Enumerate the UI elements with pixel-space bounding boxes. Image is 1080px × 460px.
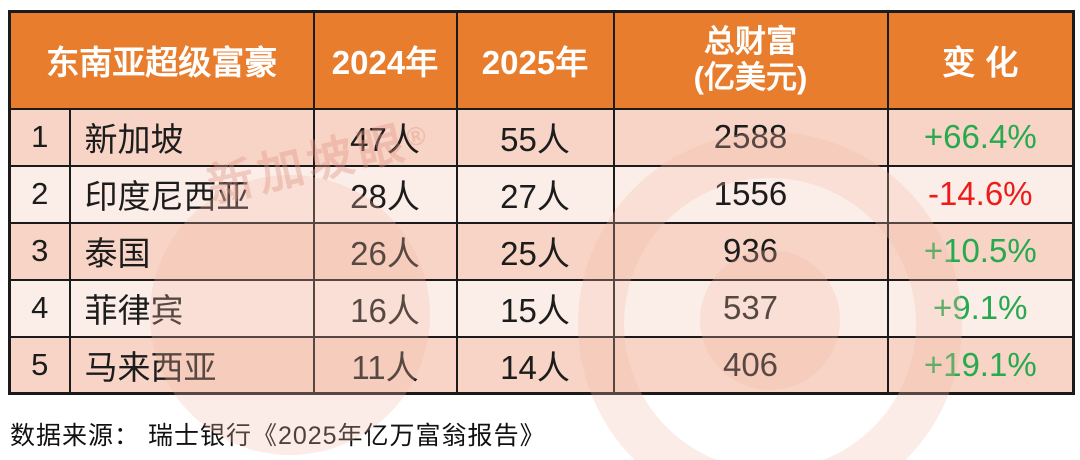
table-row-indonesia: 2 印度尼西亚 28人 27人 1556 -14.6%: [8, 164, 1075, 224]
change-cell: +9.1%: [886, 278, 1075, 338]
table-row-thailand: 3 泰国 26人 25人 936 +10.5%: [8, 221, 1075, 281]
country-cell: 马来西亚: [68, 335, 315, 395]
wealth-cell: 537: [612, 278, 889, 338]
header-change: 变化: [886, 10, 1075, 110]
rank-cell: 1: [8, 107, 71, 167]
change-cell: +66.4%: [886, 107, 1075, 167]
count-2025-cell: 15人: [455, 278, 615, 338]
change-value: +66.4%: [923, 118, 1037, 155]
table-row-malaysia: 5 马来西亚 11人 14人 406 +19.1%: [8, 335, 1075, 395]
count-2024-cell: 26人: [312, 221, 458, 281]
country-cell: 印度尼西亚: [68, 164, 315, 224]
count-2024-cell: 47人: [312, 107, 458, 167]
count-2025-cell: 55人: [455, 107, 615, 167]
wealth-cell: 2588: [612, 107, 889, 167]
change-cell: +10.5%: [886, 221, 1075, 281]
country-cell: 泰国: [68, 221, 315, 281]
count-2024-cell: 16人: [312, 278, 458, 338]
change-value: +10.5%: [923, 232, 1037, 269]
change-value: +9.1%: [933, 289, 1028, 326]
header-2024: 2024年: [312, 10, 458, 110]
rank-cell: 2: [8, 164, 71, 224]
change-cell: +19.1%: [886, 335, 1075, 395]
count-2024-cell: 11人: [312, 335, 458, 395]
header-row: 东南亚超级富豪 2024年 2025年 总财富 (亿美元) 变化: [8, 10, 1075, 110]
header-wealth-line1: 总财富: [704, 23, 797, 59]
header-group-title: 东南亚超级富豪: [8, 10, 315, 110]
rank-cell: 3: [8, 221, 71, 281]
wealth-cell: 406: [612, 335, 889, 395]
country-cell: 菲律宾: [68, 278, 315, 338]
header-total-wealth: 总财富 (亿美元): [612, 10, 889, 110]
header-wealth-line2: (亿美元): [693, 60, 808, 96]
count-2025-cell: 25人: [455, 221, 615, 281]
count-2025-cell: 27人: [455, 164, 615, 224]
count-2025-cell: 14人: [455, 335, 615, 395]
wealth-cell: 936: [612, 221, 889, 281]
table-row-singapore: 1 新加坡 47人 55人 2588 +66.4%: [8, 107, 1075, 167]
count-2024-cell: 28人: [312, 164, 458, 224]
country-cell: 新加坡: [68, 107, 315, 167]
rank-cell: 4: [8, 278, 71, 338]
billionaire-table: 东南亚超级富豪 2024年 2025年 总财富 (亿美元) 变化 1 新加坡 4…: [8, 10, 1075, 395]
change-value: -14.6%: [927, 175, 1033, 212]
table-row-philippines: 4 菲律宾 16人 15人 537 +9.1%: [8, 278, 1075, 338]
header-2025: 2025年: [455, 10, 615, 110]
data-source-text: 数据来源： 瑞士银行《2025年亿万富翁报告》: [10, 422, 546, 450]
wealth-cell: 1556: [612, 164, 889, 224]
change-cell: -14.6%: [886, 164, 1075, 224]
rank-cell: 5: [8, 335, 71, 395]
change-value: +19.1%: [923, 345, 1037, 383]
billionaire-table-wrap: 东南亚超级富豪 2024年 2025年 总财富 (亿美元) 变化 1 新加坡 4…: [8, 10, 1075, 395]
